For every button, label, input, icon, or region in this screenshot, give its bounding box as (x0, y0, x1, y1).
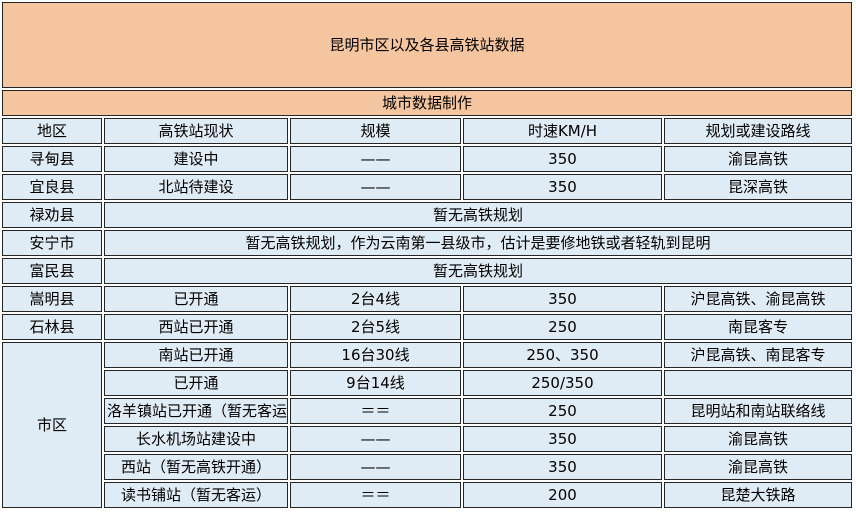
status-cell: 洛羊镇站已开通（暂无客运） (104, 398, 288, 424)
table-row: 读书铺站（暂无客运） ＝＝ 200 昆楚大铁路 (2, 482, 853, 508)
route-cell: 南昆客专 (664, 314, 853, 340)
speed-cell: 350 (463, 174, 662, 200)
speed-cell: 350 (463, 286, 662, 312)
scale-cell: 2台4线 (290, 286, 461, 312)
route-cell: 渝昆高铁 (664, 426, 853, 452)
header-scale: 规模 (290, 118, 461, 144)
table-row: 安宁市 暂无高铁规划，作为云南第一县级市，估计是要修地铁或者轻轨到昆明 (2, 230, 853, 256)
speed-cell: 200 (463, 482, 662, 508)
header-status: 高铁站现状 (104, 118, 288, 144)
route-cell: 渝昆高铁 (664, 146, 853, 172)
route-cell: 昆楚大铁路 (664, 482, 853, 508)
status-cell: 已开通 (104, 286, 288, 312)
scale-cell: —— (290, 426, 461, 452)
speed-cell: 250 (463, 398, 662, 424)
route-cell: 昆深高铁 (664, 174, 853, 200)
header-row: 地区 高铁站现状 规模 时速KM/H 规划或建设路线 (2, 118, 853, 144)
table-row: 宜良县 北站待建设 —— 350 昆深高铁 (2, 174, 853, 200)
scale-cell: 9台14线 (290, 370, 461, 396)
route-cell: 沪昆高铁、南昆客专 (664, 342, 853, 368)
route-cell (664, 370, 853, 396)
title-row: 昆明市区以及各县高铁站数据 (2, 2, 853, 88)
route-cell: 沪昆高铁、渝昆高铁 (664, 286, 853, 312)
subtitle-row: 城市数据制作 (2, 90, 853, 116)
region-cell: 富民县 (2, 258, 102, 284)
region-cell: 嵩明县 (2, 286, 102, 312)
scale-cell: 2台5线 (290, 314, 461, 340)
speed-cell: 350 (463, 146, 662, 172)
table-row: 已开通 9台14线 250/350 (2, 370, 853, 396)
table-row: 西站（暂无高铁开通） —— 350 渝昆高铁 (2, 454, 853, 480)
scale-cell: —— (290, 174, 461, 200)
note-cell: 暂无高铁规划，作为云南第一县级市，估计是要修地铁或者轻轨到昆明 (104, 230, 853, 256)
table-row: 嵩明县 已开通 2台4线 350 沪昆高铁、渝昆高铁 (2, 286, 853, 312)
page-title: 昆明市区以及各县高铁站数据 (2, 2, 853, 88)
scale-cell: —— (290, 454, 461, 480)
route-cell: 渝昆高铁 (664, 454, 853, 480)
table-row: 长水机场站建设中 —— 350 渝昆高铁 (2, 426, 853, 452)
header-speed: 时速KM/H (463, 118, 662, 144)
scale-cell: 16台30线 (290, 342, 461, 368)
table-row: 石林县 西站已开通 2台5线 250 南昆客专 (2, 314, 853, 340)
status-cell: 读书铺站（暂无客运） (104, 482, 288, 508)
status-cell: 长水机场站建设中 (104, 426, 288, 452)
speed-cell: 350 (463, 426, 662, 452)
header-region: 地区 (2, 118, 102, 144)
note-cell: 暂无高铁规划 (104, 258, 853, 284)
scale-cell: —— (290, 146, 461, 172)
note-cell: 暂无高铁规划 (104, 202, 853, 228)
table-row: 市区 南站已开通 16台30线 250、350 沪昆高铁、南昆客专 (2, 342, 853, 508)
header-route: 规划或建设路线 (664, 118, 853, 144)
table-row: 寻甸县 建设中 —— 350 渝昆高铁 (2, 146, 853, 172)
region-cell: 宜良县 (2, 174, 102, 200)
region-cell: 石林县 (2, 314, 102, 340)
table-row: 富民县 暂无高铁规划 (2, 258, 853, 284)
status-cell: 建设中 (104, 146, 288, 172)
status-cell: 南站已开通 (104, 342, 288, 368)
table-row: 洛羊镇站已开通（暂无客运） ＝＝ 250 昆明站和南站联络线 (2, 398, 853, 424)
subtitle: 城市数据制作 (2, 90, 853, 116)
table-row: 禄劝县 暂无高铁规划 (2, 202, 853, 228)
scale-cell: ＝＝ (290, 482, 461, 508)
speed-cell: 250 (463, 314, 662, 340)
status-cell: 已开通 (104, 370, 288, 396)
region-cell: 安宁市 (2, 230, 102, 256)
status-cell: 西站（暂无高铁开通） (104, 454, 288, 480)
region-cell: 寻甸县 (2, 146, 102, 172)
status-cell: 北站待建设 (104, 174, 288, 200)
region-cell-shiqu: 市区 (2, 342, 102, 508)
region-cell: 禄劝县 (2, 202, 102, 228)
status-cell: 西站已开通 (104, 314, 288, 340)
scale-cell: ＝＝ (290, 398, 461, 424)
speed-cell: 350 (463, 454, 662, 480)
speed-cell: 250/350 (463, 370, 662, 396)
route-cell: 昆明站和南站联络线 (664, 398, 853, 424)
speed-cell: 250、350 (463, 342, 662, 368)
